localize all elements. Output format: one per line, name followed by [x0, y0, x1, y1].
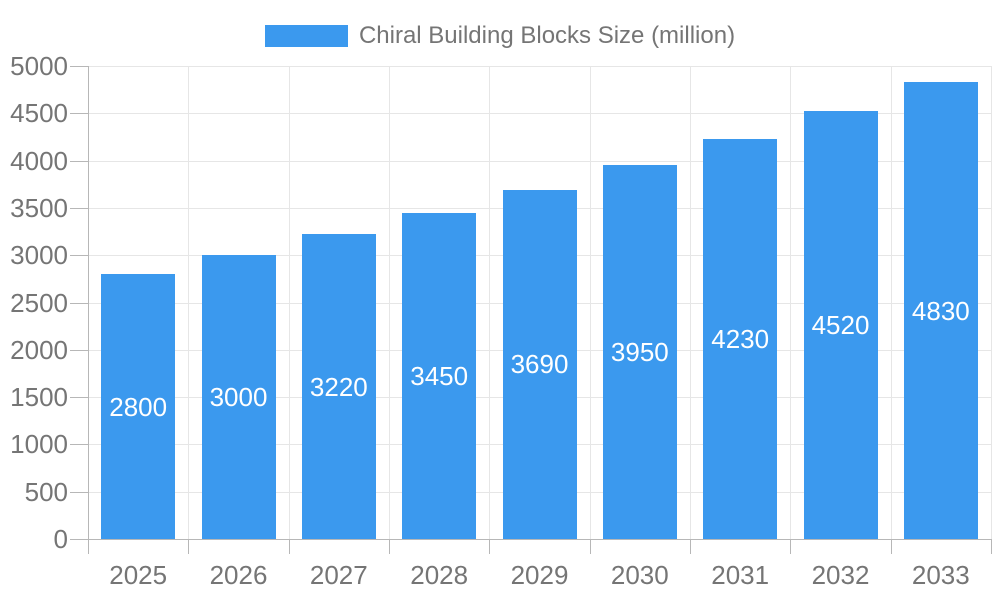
y-tick	[70, 207, 88, 209]
x-tick	[589, 539, 591, 554]
x-axis-label: 2032	[811, 560, 870, 590]
y-axis-label: 3500	[10, 192, 68, 223]
bar-value-label: 3220	[309, 371, 368, 402]
bar-value-label: 4830	[911, 295, 970, 326]
y-tick	[70, 66, 88, 67]
h-gridline	[88, 66, 991, 67]
bar[interactable]	[402, 212, 477, 539]
y-axis-label: 0	[53, 524, 68, 554]
x-tick	[991, 539, 992, 554]
y-axis-label: 2000	[10, 334, 68, 365]
x-axis-line	[88, 539, 991, 540]
bar-value-label: 4230	[711, 323, 770, 354]
legend-title: Chiral Building Blocks Size (million)	[358, 22, 736, 49]
h-gridline	[88, 113, 991, 115]
bar[interactable]	[703, 138, 778, 539]
v-gridline	[890, 66, 892, 539]
y-axis-line	[88, 66, 89, 539]
y-tick	[70, 397, 88, 399]
h-gridline	[88, 160, 991, 162]
x-axis-label: 2025	[109, 560, 168, 590]
x-tick	[88, 539, 89, 554]
bar[interactable]	[301, 234, 376, 539]
bar-value-label: 2800	[109, 391, 168, 422]
y-axis-label: 2500	[10, 287, 68, 318]
bar-value-label: 3000	[209, 382, 268, 413]
bar[interactable]	[502, 189, 577, 539]
y-tick	[70, 160, 88, 162]
legend-swatch	[264, 25, 348, 47]
v-gridline	[489, 66, 491, 539]
y-tick	[70, 349, 88, 351]
v-gridline	[188, 66, 190, 539]
x-tick	[890, 539, 892, 554]
x-axis-label: 2030	[610, 560, 669, 590]
y-axis-label: 1500	[10, 382, 68, 413]
v-gridline	[991, 66, 992, 539]
v-gridline	[690, 66, 691, 539]
y-axis-label: 500	[24, 476, 68, 507]
x-axis-label: 2027	[309, 560, 368, 590]
x-tick	[690, 539, 691, 554]
v-gridline	[790, 66, 792, 539]
y-axis-label: 1000	[10, 429, 68, 460]
bar[interactable]	[903, 82, 978, 539]
y-tick	[70, 255, 88, 257]
bar[interactable]	[101, 274, 176, 539]
y-tick	[70, 539, 88, 540]
x-axis-label: 2031	[711, 560, 770, 590]
bar[interactable]	[602, 165, 677, 539]
x-tick	[389, 539, 390, 554]
y-tick	[70, 444, 88, 446]
y-axis-label: 3000	[10, 240, 68, 271]
x-tick	[188, 539, 190, 554]
x-axis-label: 2029	[510, 560, 569, 590]
v-gridline	[389, 66, 390, 539]
v-gridline	[288, 66, 290, 539]
legend: Chiral Building Blocks Size (million)	[0, 22, 1000, 50]
y-tick	[70, 113, 88, 115]
y-axis-label: 4000	[10, 145, 68, 176]
x-axis-label: 2026	[209, 560, 268, 590]
y-axis-label: 5000	[10, 51, 68, 81]
bar[interactable]	[201, 255, 276, 539]
bar-value-label: 3450	[410, 360, 469, 391]
v-gridline	[589, 66, 591, 539]
x-tick	[288, 539, 290, 554]
bar-value-label: 3950	[610, 337, 669, 368]
bar[interactable]	[803, 111, 878, 539]
bar-value-label: 4520	[811, 310, 870, 341]
x-axis-label: 2028	[410, 560, 469, 590]
x-tick	[489, 539, 491, 554]
y-tick	[70, 491, 88, 493]
y-axis-label: 4500	[10, 98, 68, 129]
y-tick	[70, 302, 88, 304]
x-tick	[790, 539, 792, 554]
x-axis-label: 2033	[911, 560, 970, 590]
bar-value-label: 3690	[510, 349, 569, 380]
